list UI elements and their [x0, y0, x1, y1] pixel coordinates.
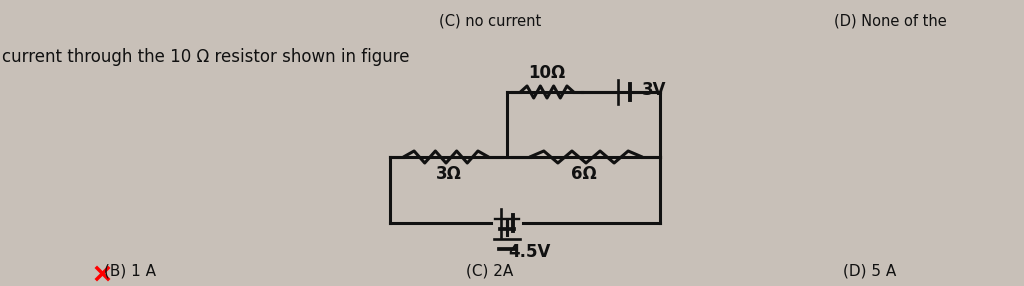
Text: 4.5V: 4.5V	[508, 243, 550, 261]
Text: (C) no current: (C) no current	[439, 14, 541, 29]
Text: 6Ω: 6Ω	[570, 165, 596, 183]
Text: (D) 5 A: (D) 5 A	[844, 263, 897, 278]
Text: current through the 10 Ω resistor shown in figure: current through the 10 Ω resistor shown …	[2, 48, 410, 66]
Text: (B) 1 A: (B) 1 A	[104, 263, 156, 278]
Text: 3V: 3V	[641, 81, 666, 99]
Text: (C) 2A: (C) 2A	[466, 263, 514, 278]
Text: 3Ω: 3Ω	[435, 165, 462, 183]
Text: 10Ω: 10Ω	[528, 64, 565, 82]
Text: (D) None of the: (D) None of the	[834, 14, 946, 29]
